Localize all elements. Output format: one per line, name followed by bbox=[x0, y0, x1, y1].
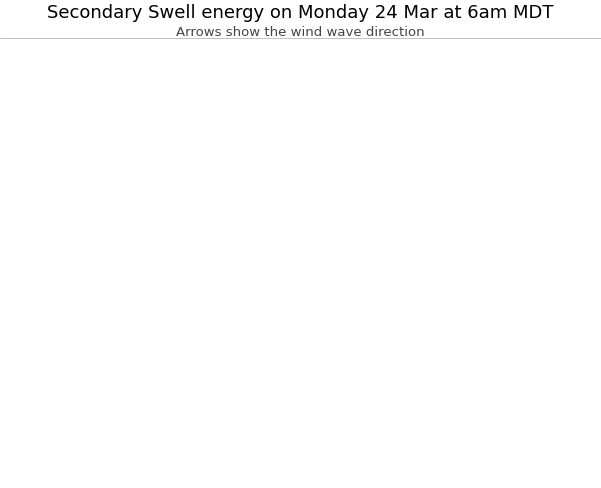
Text: Requires cartopy: Requires cartopy bbox=[218, 255, 383, 273]
Text: Arrows show the wind wave direction: Arrows show the wind wave direction bbox=[176, 25, 425, 39]
Text: Secondary Swell energy on Monday 24 Mar at 6am MDT: Secondary Swell energy on Monday 24 Mar … bbox=[47, 4, 554, 22]
